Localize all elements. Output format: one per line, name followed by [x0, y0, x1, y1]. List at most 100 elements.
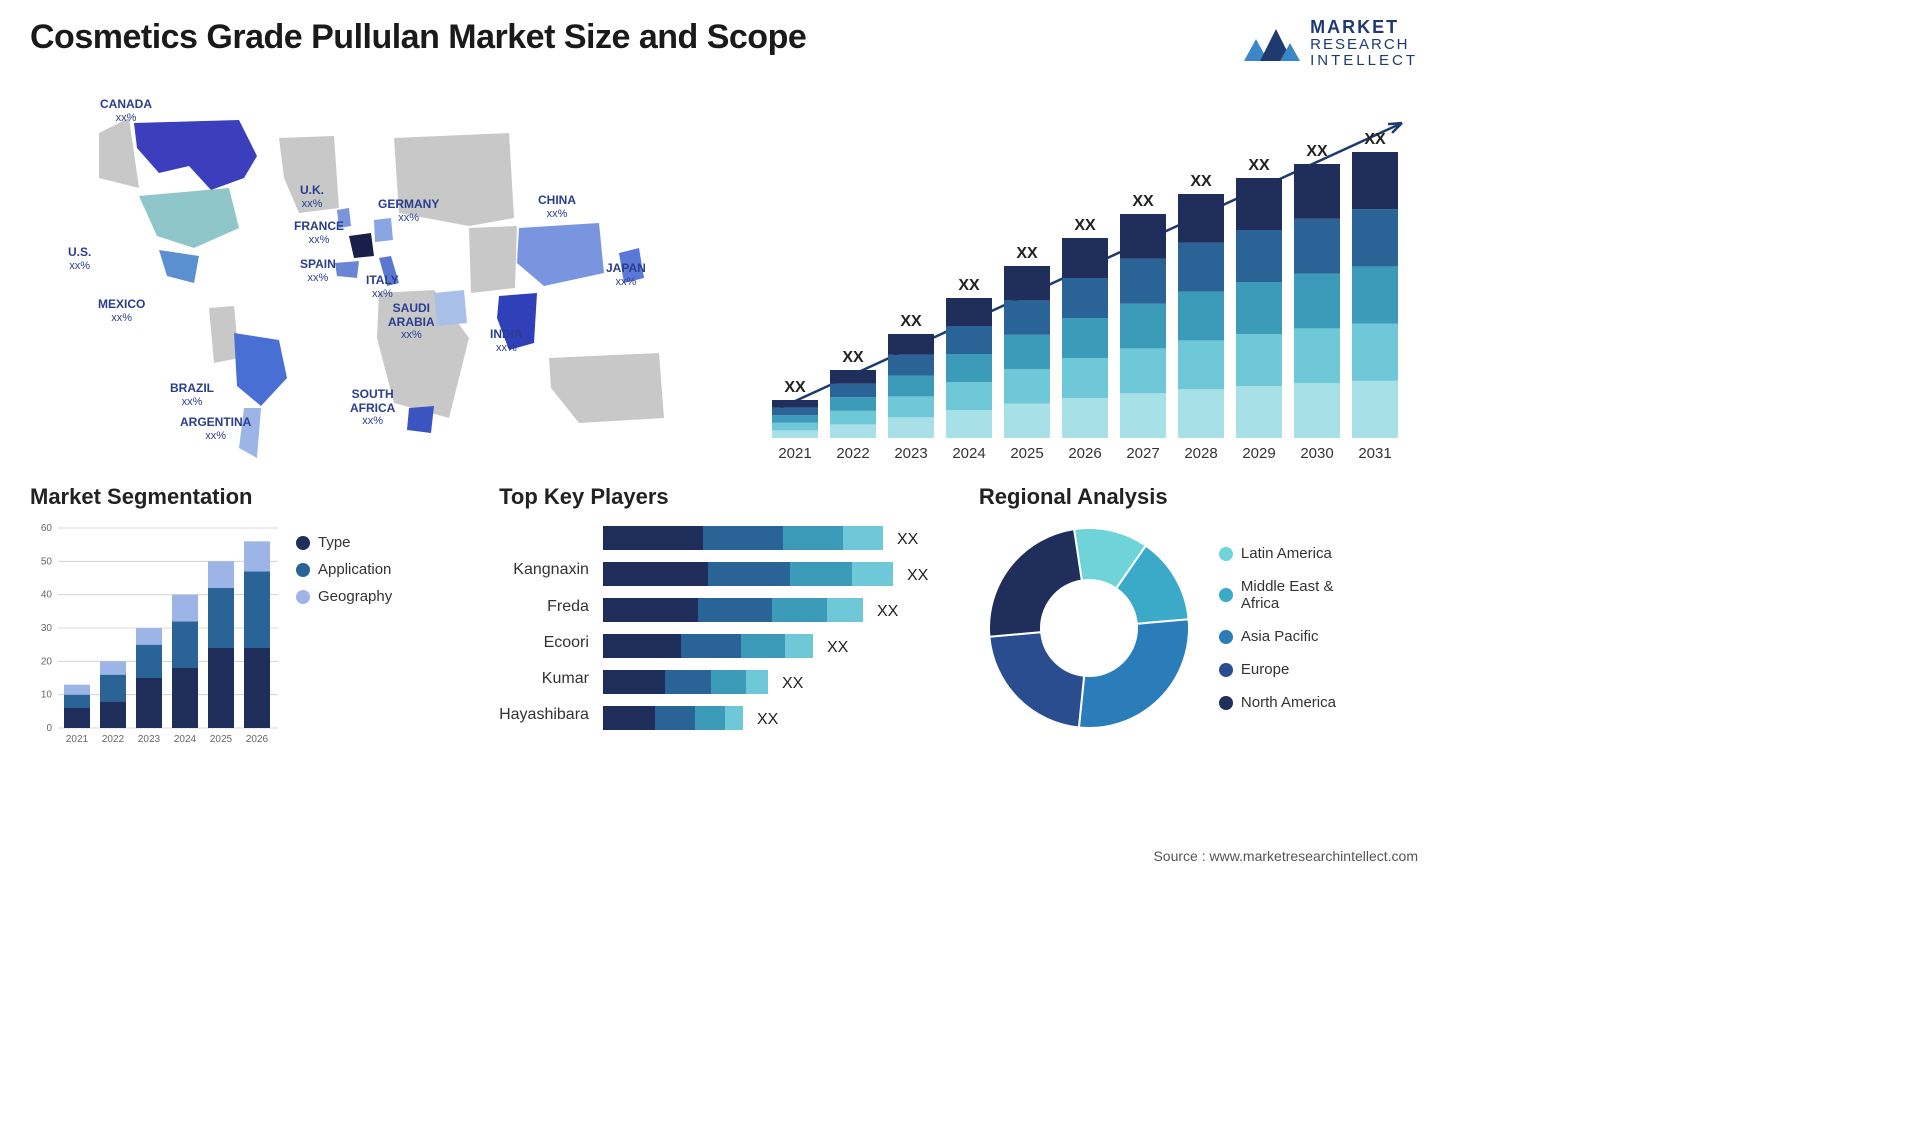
source-text: Source : www.marketresearchintellect.com — [1153, 848, 1418, 864]
player-bar-seg — [655, 706, 695, 730]
legend-swatch — [296, 590, 310, 604]
forecast-year-label: 2022 — [836, 445, 869, 462]
map-region-saudi — [434, 290, 467, 326]
forecast-bar-seg — [1352, 324, 1398, 381]
svg-text:2023: 2023 — [138, 734, 161, 745]
regional-legend: Latin AmericaMiddle East & AfricaAsia Pa… — [1219, 545, 1361, 711]
forecast-bar-seg — [1062, 278, 1108, 318]
legend-item: Latin America — [1219, 545, 1361, 562]
forecast-bar-seg — [1178, 194, 1224, 243]
forecast-bar-seg — [772, 423, 818, 431]
forecast-bar-seg — [1352, 267, 1398, 324]
legend-item: North America — [1219, 694, 1361, 711]
forecast-bar-seg — [888, 376, 934, 397]
seg-bar-seg — [244, 542, 270, 572]
forecast-bar-seg — [888, 334, 934, 355]
seg-bar-seg — [136, 678, 162, 728]
forecast-bar-seg — [1178, 292, 1224, 341]
segmentation-panel: Market Segmentation 01020304050602021202… — [30, 484, 469, 768]
regional-panel: Regional Analysis Latin AmericaMiddle Ea… — [979, 484, 1418, 768]
map-label: ITALYxx% — [366, 274, 399, 299]
forecast-bar-seg — [1236, 334, 1282, 386]
donut-slice — [989, 530, 1082, 638]
forecast-year-label: 2031 — [1358, 445, 1391, 462]
seg-bar-seg — [244, 572, 270, 649]
bottom-row: Market Segmentation 01020304050602021202… — [0, 478, 1458, 768]
map-region-canada — [134, 120, 257, 190]
player-name: Kumar — [499, 670, 589, 688]
player-bar-label: XX — [877, 603, 899, 620]
svg-text:2025: 2025 — [210, 734, 233, 745]
forecast-bar-seg — [1004, 404, 1050, 438]
player-bar-seg — [695, 706, 725, 730]
forecast-bar-seg — [946, 382, 992, 410]
forecast-bar-seg — [830, 370, 876, 384]
forecast-bar-seg — [1178, 243, 1224, 292]
svg-text:0: 0 — [46, 723, 52, 734]
svg-text:2026: 2026 — [246, 734, 269, 745]
player-bar-seg — [681, 634, 741, 658]
forecast-bar-seg — [1236, 178, 1282, 230]
segmentation-legend: TypeApplicationGeography — [296, 518, 392, 748]
regional-title: Regional Analysis — [979, 484, 1418, 510]
map-region-mexico — [159, 250, 199, 283]
player-name: Kangnaxin — [499, 561, 589, 579]
header: Cosmetics Grade Pullulan Market Size and… — [0, 0, 1458, 68]
legend-label: Geography — [318, 588, 392, 605]
player-bar-label: XX — [827, 639, 849, 656]
forecast-year-label: 2028 — [1184, 445, 1217, 462]
seg-bar-seg — [136, 645, 162, 678]
player-bar-seg — [603, 598, 698, 622]
player-bar-seg — [783, 526, 843, 550]
legend-item: Type — [296, 534, 392, 551]
player-bar-seg — [703, 526, 783, 550]
forecast-bar-seg — [1352, 210, 1398, 267]
seg-bar-seg — [244, 648, 270, 728]
forecast-bar-label: XX — [784, 379, 806, 396]
map-label: MEXICOxx% — [98, 298, 145, 323]
legend-label: Latin America — [1241, 545, 1332, 562]
forecast-bar-seg — [1120, 214, 1166, 259]
map-region-us — [139, 188, 239, 248]
forecast-bar-seg — [888, 397, 934, 418]
map-label: SAUDIARABIAxx% — [388, 302, 435, 340]
forecast-year-label: 2025 — [1010, 445, 1043, 462]
forecast-bar-label: XX — [842, 349, 864, 366]
seg-bar-seg — [100, 675, 126, 702]
svg-text:30: 30 — [41, 623, 53, 634]
map-region-china — [517, 223, 604, 286]
forecast-year-label: 2027 — [1126, 445, 1159, 462]
player-name: Ecoori — [499, 634, 589, 652]
forecast-bar-seg — [772, 416, 818, 424]
svg-text:60: 60 — [41, 523, 53, 534]
legend-swatch — [1219, 588, 1233, 602]
svg-text:50: 50 — [41, 557, 53, 568]
map-label: FRANCExx% — [294, 220, 344, 245]
forecast-bar-seg — [1062, 358, 1108, 398]
forecast-bar-seg — [946, 298, 992, 326]
forecast-bar-seg — [888, 418, 934, 439]
player-bar-seg — [665, 670, 711, 694]
players-chart: XXXXXXXXXXXX — [599, 518, 949, 768]
legend-swatch — [296, 536, 310, 550]
forecast-bar-seg — [1294, 164, 1340, 219]
player-bar-seg — [746, 670, 768, 694]
forecast-bar-seg — [1004, 266, 1050, 300]
forecast-bar-seg — [1236, 230, 1282, 282]
forecast-bar-seg — [1120, 349, 1166, 394]
players-panel: Top Key Players KangnaxinFredaEcooriKuma… — [499, 484, 949, 768]
player-bar-seg — [708, 562, 790, 586]
forecast-bar-seg — [830, 398, 876, 412]
brand-logo: MARKET RESEARCH INTELLECT — [1242, 18, 1418, 68]
forecast-bar-chart: XX2021XX2022XX2023XX2024XX2025XX2026XX20… — [758, 78, 1418, 478]
seg-bar-seg — [64, 685, 90, 695]
forecast-bar-seg — [1120, 304, 1166, 349]
seg-bar-seg — [208, 588, 234, 648]
player-bar-seg — [827, 598, 863, 622]
svg-text:2022: 2022 — [102, 734, 125, 745]
forecast-bar-seg — [946, 326, 992, 354]
map-region-france — [349, 233, 374, 258]
seg-bar-seg — [208, 648, 234, 728]
top-row: CANADAxx%U.S.xx%MEXICOxx%BRAZILxx%ARGENT… — [0, 68, 1458, 478]
forecast-bar-seg — [1294, 384, 1340, 439]
